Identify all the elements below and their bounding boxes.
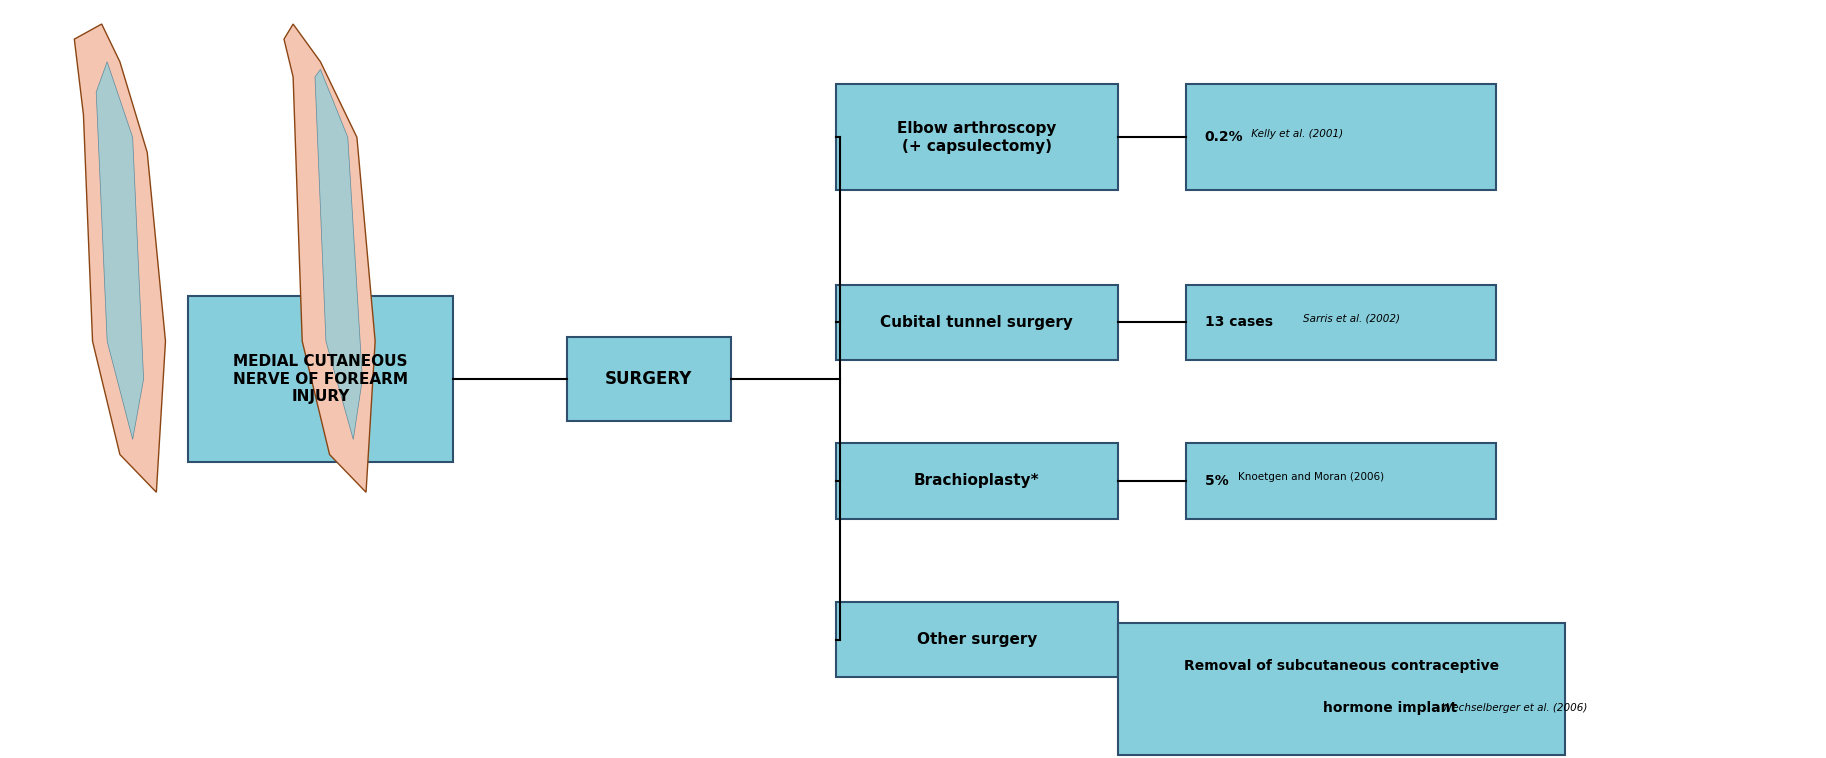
- Text: Other surgery: Other surgery: [917, 632, 1037, 647]
- Polygon shape: [97, 62, 144, 440]
- FancyBboxPatch shape: [1118, 622, 1565, 755]
- Text: Knoetgen and Moran (2006): Knoetgen and Moran (2006): [1238, 472, 1384, 482]
- FancyBboxPatch shape: [188, 296, 453, 462]
- Text: Sarris et al. (2002): Sarris et al. (2002): [1304, 314, 1401, 324]
- Text: MEDIAL CUTANEOUS
NERVE OF FOREARM
INJURY: MEDIAL CUTANEOUS NERVE OF FOREARM INJURY: [234, 354, 407, 404]
- Text: 5%: 5%: [1205, 474, 1233, 488]
- Polygon shape: [75, 24, 166, 492]
- Text: SURGERY: SURGERY: [604, 370, 692, 388]
- Text: Wechselberger et al. (2006): Wechselberger et al. (2006): [1443, 703, 1587, 713]
- FancyBboxPatch shape: [1187, 443, 1497, 518]
- Text: Removal of subcutaneous contraceptive: Removal of subcutaneous contraceptive: [1183, 659, 1499, 673]
- Text: 0.2%: 0.2%: [1205, 130, 1244, 144]
- Text: hormone implant: hormone implant: [1324, 700, 1457, 715]
- Text: Elbow arthroscopy
(+ capsulectomy): Elbow arthroscopy (+ capsulectomy): [897, 121, 1057, 154]
- FancyBboxPatch shape: [566, 337, 730, 421]
- FancyBboxPatch shape: [836, 84, 1118, 190]
- Text: Brachioplasty*: Brachioplasty*: [915, 474, 1039, 488]
- FancyBboxPatch shape: [836, 602, 1118, 678]
- Polygon shape: [285, 24, 374, 492]
- FancyBboxPatch shape: [1187, 284, 1497, 360]
- Text: Cubital tunnel surgery: Cubital tunnel surgery: [880, 315, 1074, 330]
- FancyBboxPatch shape: [836, 443, 1118, 518]
- FancyBboxPatch shape: [836, 284, 1118, 360]
- FancyBboxPatch shape: [1187, 84, 1497, 190]
- Text: 13 cases: 13 cases: [1205, 315, 1278, 330]
- Polygon shape: [314, 70, 362, 440]
- Text: Kelly et al. (2001): Kelly et al. (2001): [1249, 129, 1344, 139]
